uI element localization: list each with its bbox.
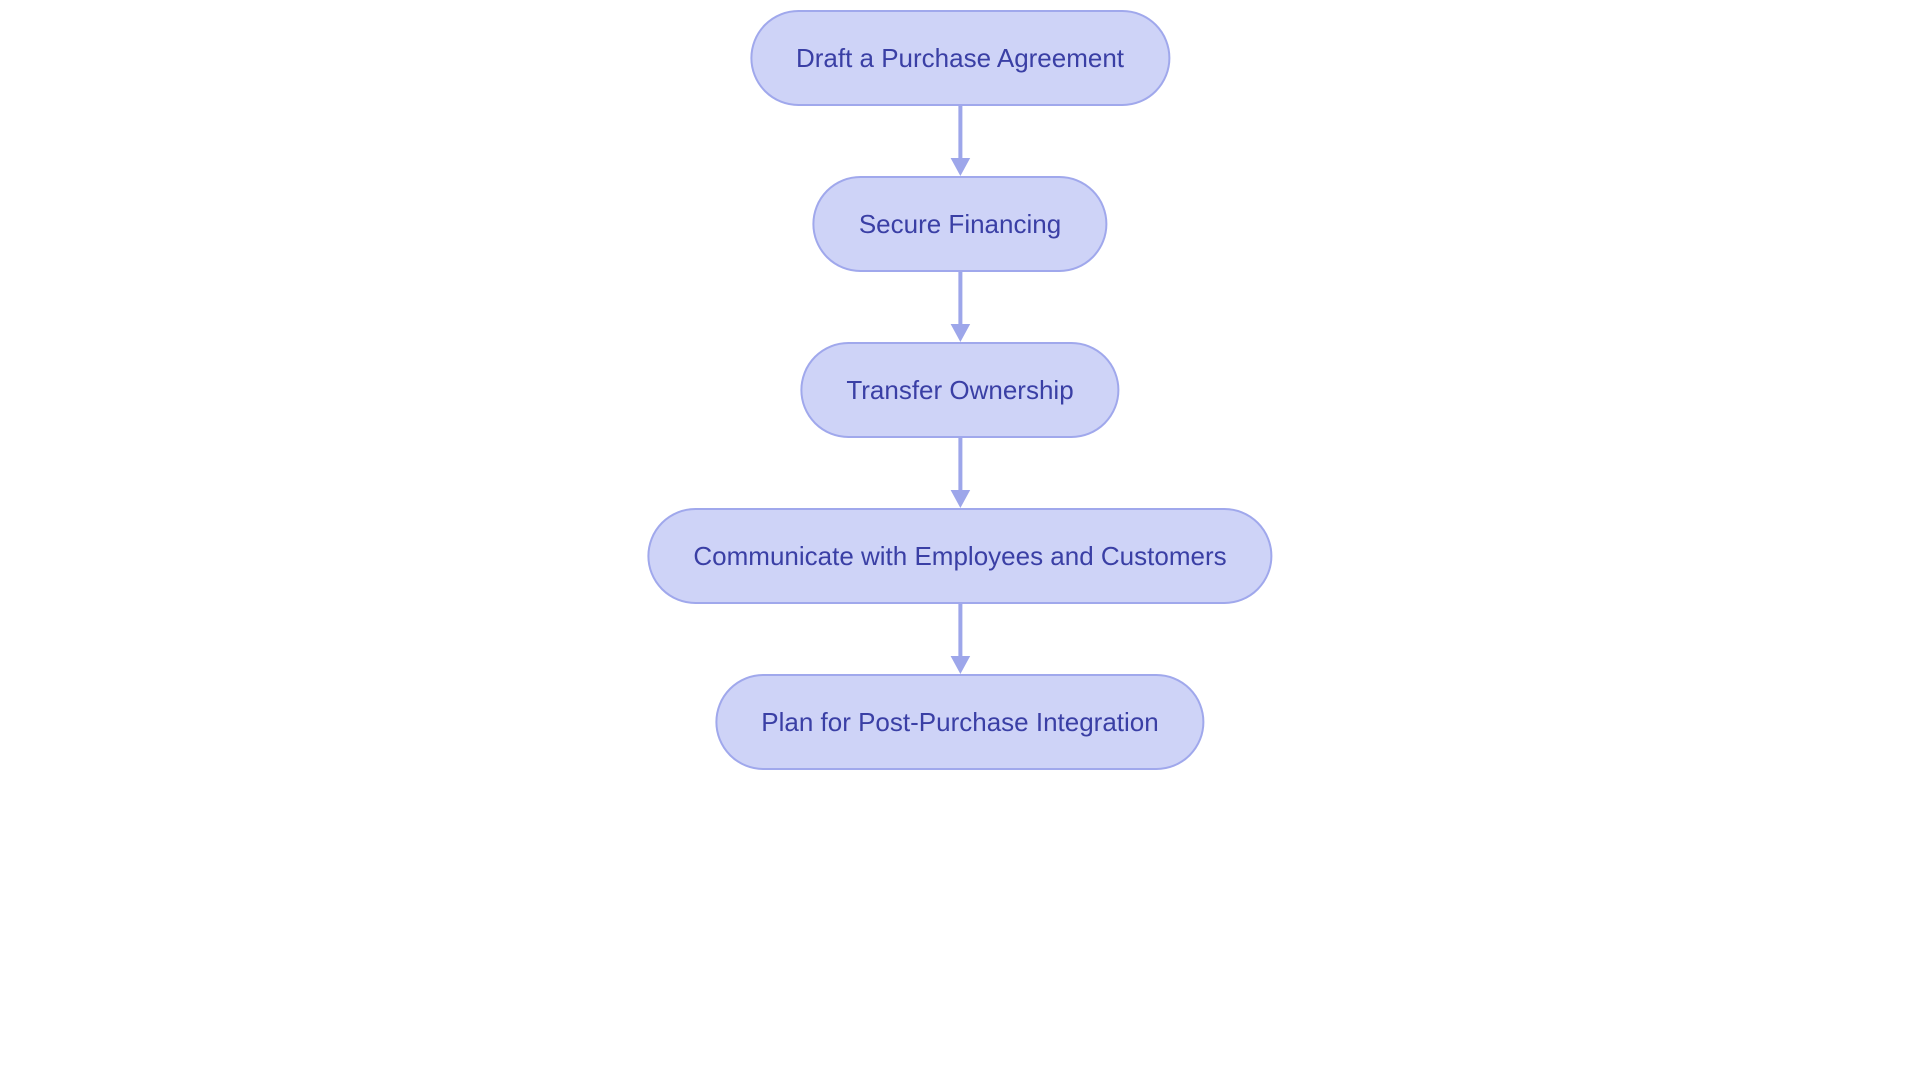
flow-node-label: Secure Financing [859,209,1061,240]
flow-node: Secure Financing [813,176,1107,272]
flow-arrow [944,438,976,508]
flow-node-label: Communicate with Employees and Customers [693,541,1226,572]
flow-node: Plan for Post-Purchase Integration [715,674,1204,770]
flow-arrow [944,106,976,176]
flow-arrow [944,272,976,342]
flow-node-label: Draft a Purchase Agreement [796,43,1124,74]
flow-arrow [944,604,976,674]
flow-node-label: Transfer Ownership [846,375,1073,406]
flow-node-label: Plan for Post-Purchase Integration [761,707,1158,738]
flow-node: Transfer Ownership [800,342,1119,438]
flow-node: Draft a Purchase Agreement [750,10,1170,106]
flowchart: Draft a Purchase Agreement Secure Financi… [647,10,1272,770]
flow-node: Communicate with Employees and Customers [647,508,1272,604]
